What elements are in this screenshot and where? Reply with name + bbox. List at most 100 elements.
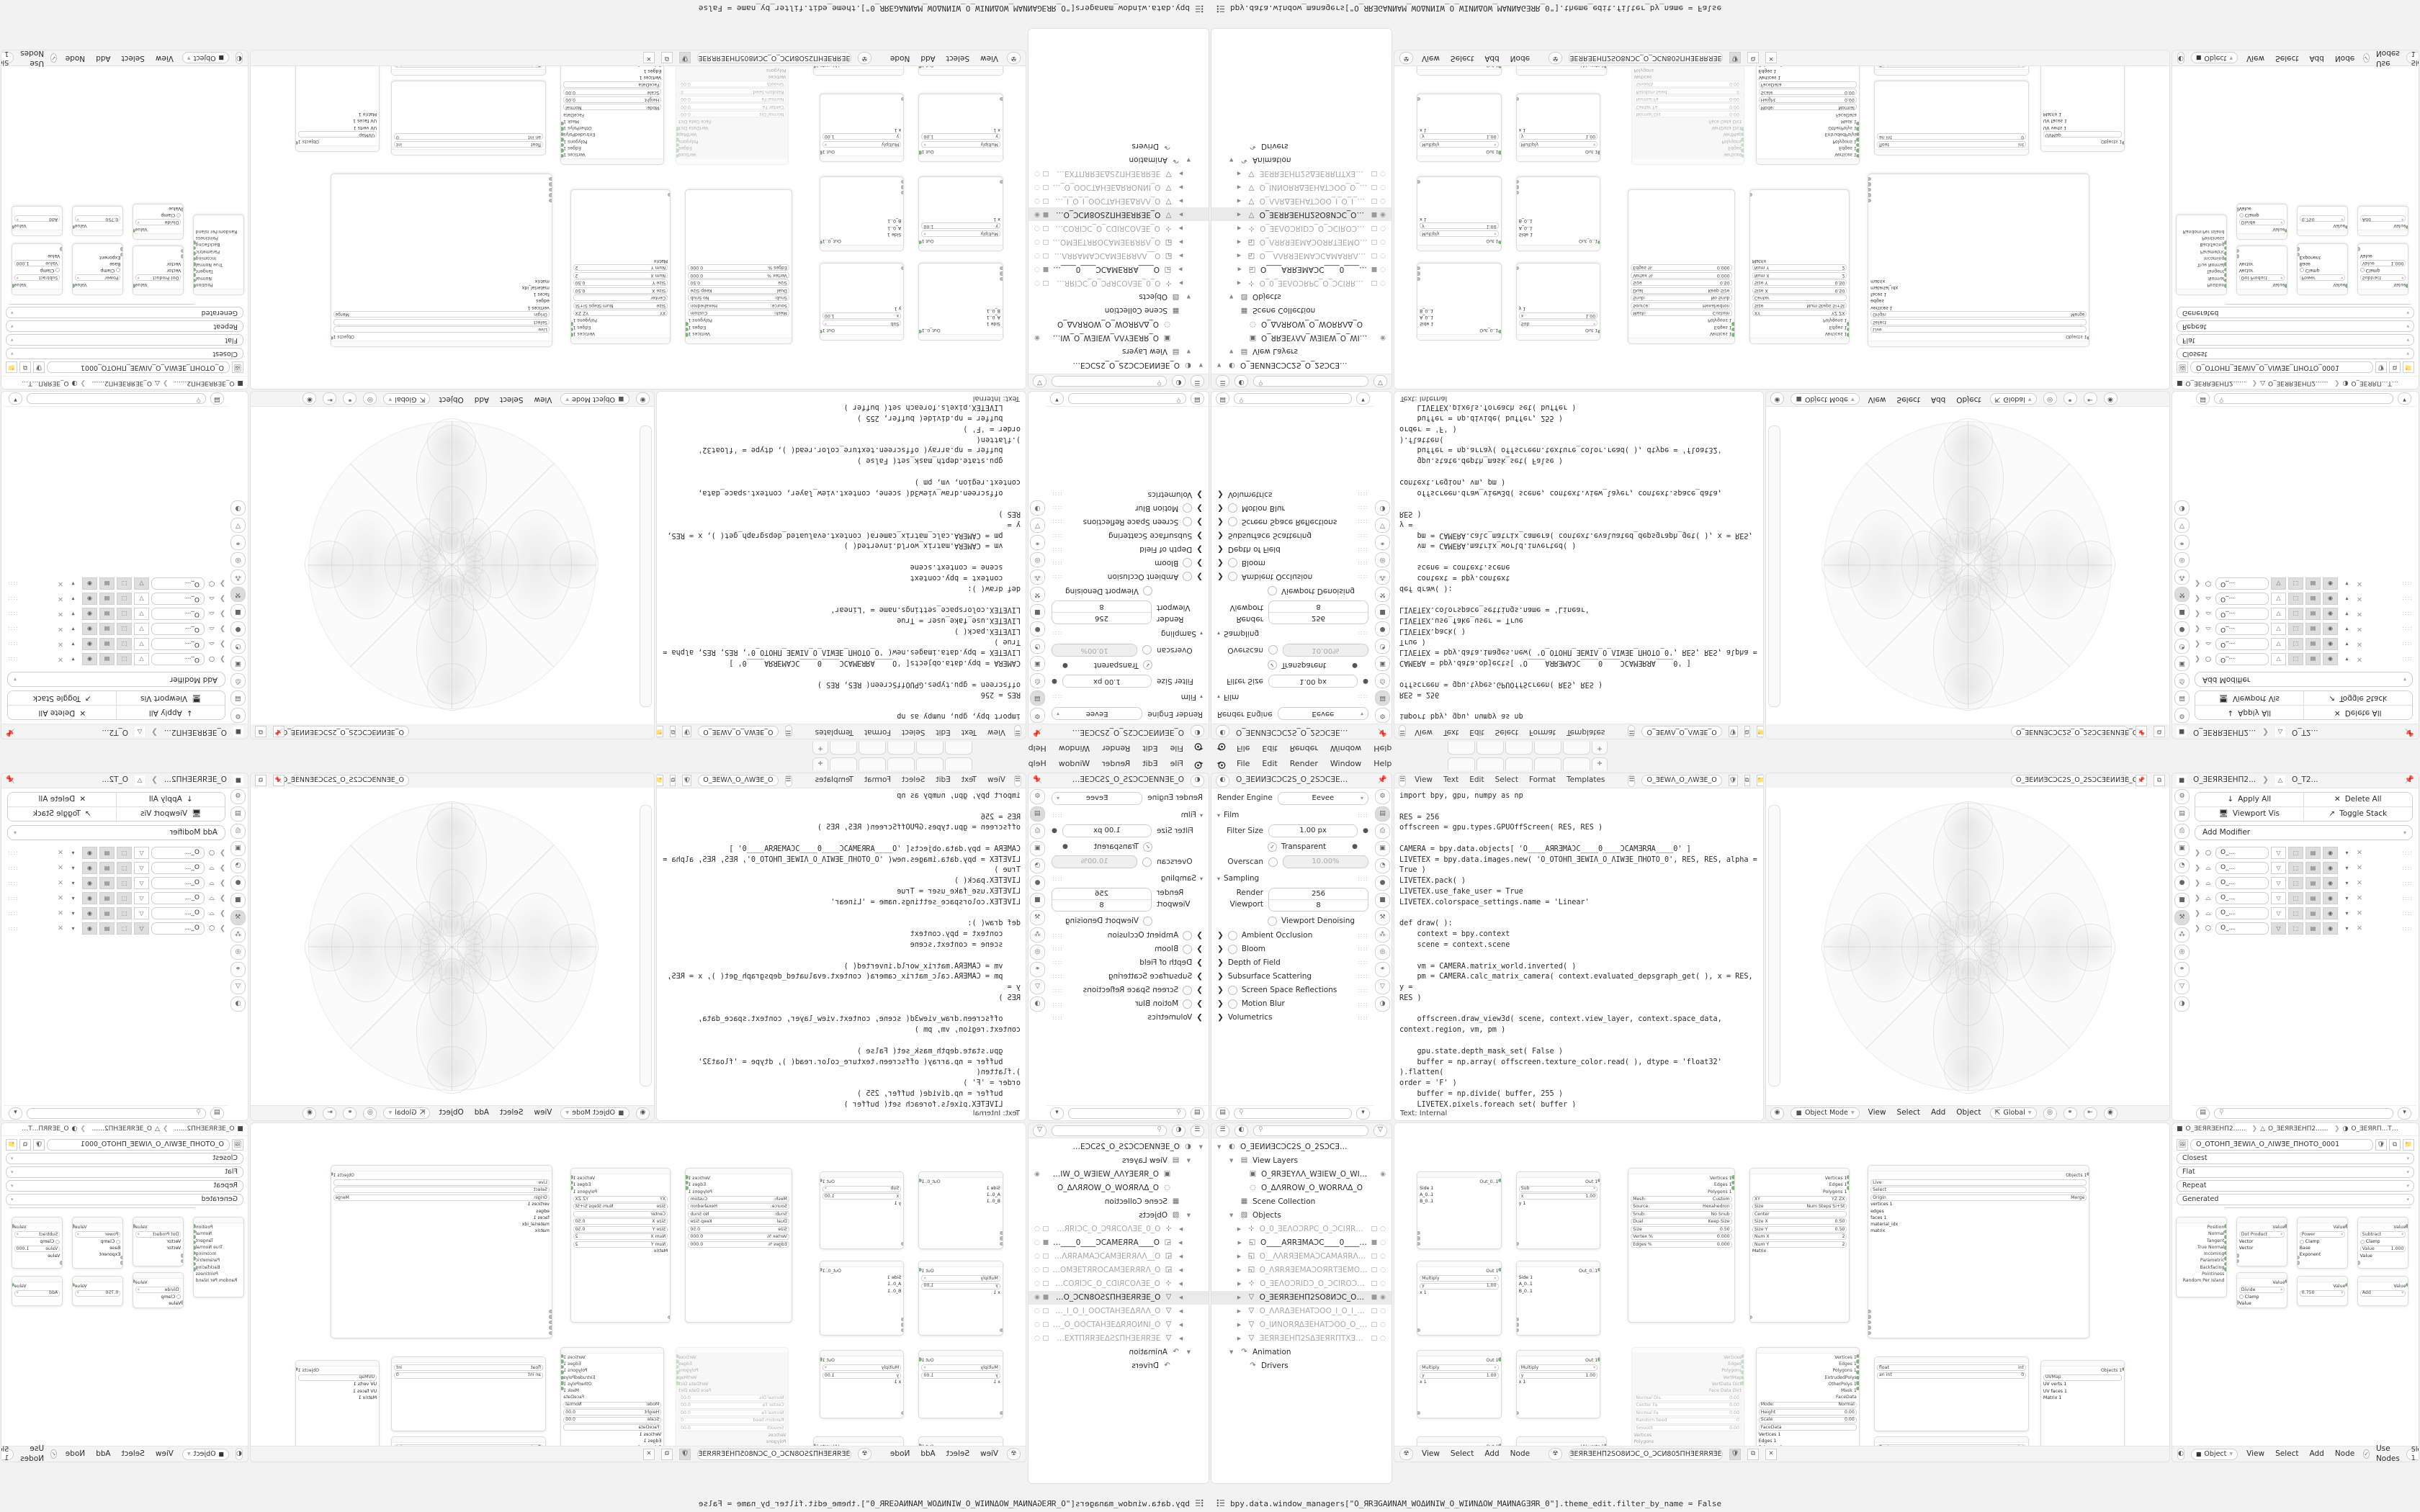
node-output-socket[interactable]: Polygons 1	[563, 1368, 588, 1374]
expand-icon[interactable]: ▼	[1229, 293, 1234, 300]
viewport-vis-button[interactable]: 🖥 Viewport Vis	[2195, 691, 2304, 705]
node-editor-header[interactable]: ☢ View Select Add Node ☢ O_ƎEЯRƎEHП2SO8И…	[1394, 1446, 2169, 1462]
node-output-socket[interactable]: Edges 1	[1829, 1182, 1847, 1188]
modifier-delete-icon[interactable]: ✕	[58, 655, 63, 664]
modifier-breadcrumb-object[interactable]: O_ƎEЯRƎEHП2...	[163, 775, 227, 785]
viewport-menu-view[interactable]: View	[534, 1108, 552, 1117]
viewport-mode-select[interactable]: ■ Object Mode ▾	[560, 393, 629, 405]
transform-orientation-select[interactable]: ⇱ Global ▾	[383, 1107, 431, 1119]
node-value-field[interactable]: Size X 0.50	[1752, 287, 1847, 294]
collapsed-section-1[interactable]: ❯ Bloom::::	[1052, 945, 1203, 954]
modifier-search-bar[interactable]: ▤ ⚲ ▾	[2192, 392, 2416, 407]
socket-out[interactable]	[1856, 1359, 1859, 1364]
outliner-row[interactable]: ▶⊹O_0_ƎEΛOƆRРC_O_ƆCIЯROƆΛΛOΛ□◌	[1028, 276, 1209, 289]
expand-icon[interactable]: ▼	[1186, 1349, 1191, 1356]
outliner-tree[interactable]: ▼ ◐ O_ƎEИИƎCƆC2S_O_2SƆCƎEИИƎE_O ▼▤View L…	[1028, 29, 1209, 374]
node-output-socket[interactable]: Pointiness	[195, 235, 218, 241]
proportional-edit-icon[interactable]: ◉	[302, 1107, 317, 1120]
chevron-down-icon[interactable]: ▾	[1050, 392, 1064, 405]
modifier-row[interactable]: ❯ ⌓ O_... ▽ ⬚ ▤ ◉ ▾ ✕::::	[2195, 907, 2413, 919]
checkbox-icon[interactable]	[1227, 516, 1237, 526]
node[interactable]: Out 1 Multiply ▾ y 1.00 x 1	[1417, 176, 1502, 252]
outliner-row[interactable]: ◌ O_ΔΛЯROW_O_WORRΛΔ_O	[1028, 317, 1209, 330]
modifier-name-field[interactable]: O_...	[151, 877, 205, 889]
outliner-row[interactable]: ▼ ▤ View Layers	[1028, 1154, 1209, 1168]
node-value-field[interactable]: y 1.00	[822, 1372, 902, 1379]
collapsed-section-3[interactable]: ❯ Subsurface Scattering::::	[1217, 972, 1368, 981]
modifier-bulk-actions[interactable]: ↓ Apply All ✕ Delete All 🖥 Viewport Vis ↗ To…	[2195, 792, 2413, 822]
monitor-icon[interactable]: □	[1371, 1320, 1378, 1328]
modifier-toggle-edit-mode[interactable]: ▽	[2271, 623, 2286, 635]
node-output-socket[interactable]: Tangent	[2206, 1238, 2225, 1243]
use-nodes-checkbox[interactable]: ✓	[2363, 1449, 2370, 1459]
node-input-socket[interactable]: Polygons 1	[1759, 66, 1857, 67]
pivot-icon[interactable]: ◎	[363, 1107, 377, 1120]
expand-icon[interactable]: ▶	[1178, 252, 1183, 258]
node-output-socket[interactable]: Polygons 1	[573, 1189, 597, 1194]
node-header[interactable]	[2236, 1218, 2287, 1223]
node-value-field[interactable]: y 1.00	[1420, 133, 1499, 140]
socket-in[interactable]	[1516, 1317, 1520, 1322]
node-dropdown[interactable]: Sub ▾	[1518, 1185, 1598, 1192]
modifier-tab-strip[interactable]: ⚙ ▤ ⎙ ▣ ◔ ● ■ ⚒ ⁂ ◎ ⚭ ▽ ◑	[2174, 789, 2190, 1012]
node-dropdown[interactable]: Power ▾	[2299, 274, 2346, 281]
node-value-field[interactable]: Height 0.00	[1758, 1409, 1857, 1416]
node-output-socket[interactable]: Polygons 1	[1708, 318, 1732, 323]
node-input-socket[interactable]: Value	[169, 1300, 182, 1306]
filter-size-row[interactable]: Filter Size 1.00 px ●	[1052, 674, 1203, 688]
monitor-on-icon[interactable]: ■	[1371, 1293, 1378, 1301]
node[interactable]: Out_0..1 Side 1 A_0..1 B_0..1	[1417, 262, 1502, 341]
outliner-row[interactable]: ▶ ◱ O_ΛЯRЯƎEMAƆOЯRТƎEMO2I_O □ ◌	[1028, 235, 1209, 248]
object-tab[interactable]: ■	[230, 604, 246, 619]
camera-off-icon[interactable]: ◌	[1034, 1238, 1040, 1246]
socket-out[interactable]	[676, 1364, 679, 1369]
modifier-toggle-render[interactable]: ▤	[99, 877, 115, 889]
dot-product-node[interactable]: Value Dot Product ▾ Vector Vector	[2236, 1217, 2288, 1267]
menu-file[interactable]: File	[1170, 743, 1183, 753]
expand-icon[interactable]: ▶	[1237, 1336, 1242, 1342]
expand-icon[interactable]: ▶	[1178, 184, 1183, 190]
node-value-field[interactable]: x 1.00	[822, 1193, 902, 1200]
node-value-field[interactable]: Smooth 0.00	[678, 80, 786, 87]
node-output-socket[interactable]: OtherPolys 1	[1828, 125, 1857, 131]
drag-dots-icon[interactable]: ::::	[2402, 849, 2413, 856]
node-dropdown[interactable]: Multiply ▾	[1420, 1275, 1499, 1282]
node-output-socket[interactable]: Vertices 1	[1834, 152, 1857, 158]
node-dropdown[interactable]: Add ▾	[2360, 1290, 2406, 1297]
text-menu-text[interactable]: Text	[961, 775, 977, 785]
outliner-row[interactable]: ↷ Drivers	[1211, 139, 1392, 153]
node-output-socket[interactable]: Out_0..1	[1579, 238, 1598, 244]
node[interactable]: Out 1 Multiply ▾ y 1.00 x 1	[918, 1260, 1003, 1336]
dot-product-node[interactable]: Value Dot Product ▾ Vector Vector	[132, 245, 184, 295]
socket-out[interactable]	[676, 148, 679, 153]
node-header[interactable]	[331, 1165, 552, 1171]
node-input-socket[interactable]: x 1	[993, 1290, 1000, 1296]
node-output-socket[interactable]: Vertices	[1724, 1354, 1742, 1360]
node-output-socket[interactable]: Parametric	[195, 248, 220, 254]
node-input-socket[interactable]: B_0..1	[887, 1288, 902, 1294]
geometry-node-editor[interactable]: Out_0..1 Side 1 A_0..1 B_0..1 Out 1 Sub ▾ x 1.00…	[1394, 50, 2169, 389]
node-input-socket[interactable]: x 1	[993, 216, 1000, 222]
camera-off-icon[interactable]: ◌	[1034, 1225, 1040, 1233]
pin-icon[interactable]: 📌	[2136, 726, 2147, 737]
socket-out[interactable]	[2121, 140, 2125, 145]
socket-out[interactable]	[1846, 327, 1850, 332]
breadcrumb-object[interactable]: O_ƎEЯRƎEHП2...SПHƎEЯRЯƎE_O	[2185, 1125, 2249, 1133]
socket-out[interactable]	[676, 127, 679, 131]
socket-out[interactable]	[2223, 1235, 2227, 1239]
socket-out[interactable]	[2284, 1279, 2287, 1284]
outliner-row[interactable]: ▶◱O__ΛΛRЯƎEMAƆCAMAЯRΛUNAП_□◌	[1211, 248, 1392, 262]
drag-dots-icon[interactable]: ::::	[7, 849, 18, 856]
image-texture-node-panel[interactable]: 🖼 O_OTOHП_ƎEWIΛ_O_ΛIWƎE_ПHOTO_0001 🛡 ⧉ 📁…	[2172, 1136, 2419, 1246]
toggle-stack-button[interactable]: ↗ Toggle Stack	[2303, 807, 2412, 821]
physics-tab[interactable]: ◎	[230, 945, 246, 960]
node-value-field[interactable]: Normal Dis 0.00	[678, 110, 786, 117]
modifier-toggle-render[interactable]: ▤	[2305, 877, 2321, 889]
node-header[interactable]	[331, 341, 552, 347]
workspace-tab-5[interactable]: +	[812, 757, 828, 770]
node-output-socket[interactable]: Polygons	[678, 1368, 699, 1374]
node-tree-name[interactable]: O_ƎEЯRƎEHП2SO8ИƆC_O_ƆCИ805ПHƎEЯRЯƎE_O	[696, 52, 851, 64]
node-input-socket[interactable]: Side 1	[887, 1275, 902, 1281]
modifier-header[interactable]: ■ O_ƎEЯRƎEHП2... ❯ △ O_T2... 📌	[2172, 724, 2419, 739]
shading-icon[interactable]: ◐	[2177, 52, 2184, 64]
